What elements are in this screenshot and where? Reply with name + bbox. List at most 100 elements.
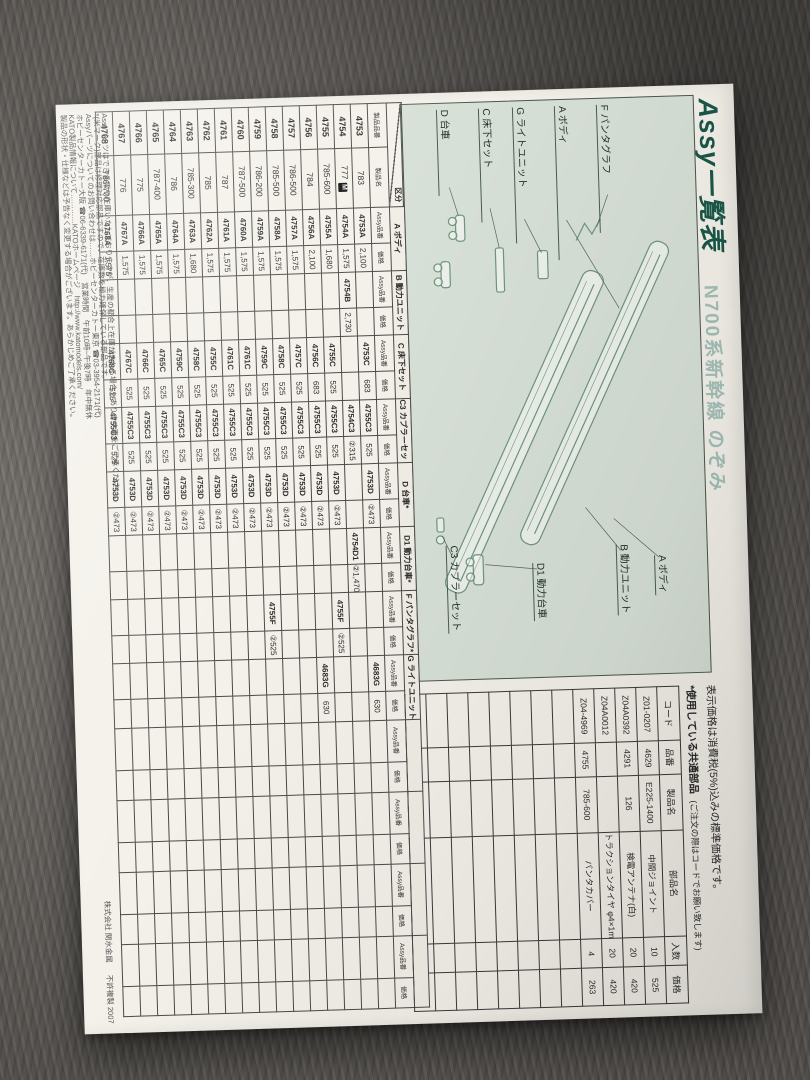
price-cell: 1,680 <box>320 244 339 274</box>
price-cell <box>120 913 139 945</box>
assy-number-cell <box>301 721 320 765</box>
assy-number-cell <box>133 799 153 842</box>
sub-column-header: 価格 <box>385 691 406 720</box>
assy-number-cell <box>299 657 318 695</box>
price-cell: 525 <box>139 442 158 472</box>
motor-truck-sketch <box>465 554 485 586</box>
assy-number-cell <box>182 725 201 769</box>
corner-header: 区分 <box>386 102 405 208</box>
sub-column-header: Assy品番 <box>370 207 391 244</box>
assy-number-cell <box>304 273 323 310</box>
assy-number-cell <box>229 596 248 633</box>
price-cell: ②473 <box>158 506 177 535</box>
coupler-sketch <box>435 517 446 545</box>
table-cell: 検電アンテナ(白) <box>619 831 644 939</box>
table-cell <box>595 742 618 777</box>
price-cell <box>296 565 315 595</box>
price-cell <box>156 984 175 1016</box>
assy-number-cell <box>253 274 272 312</box>
assy-number-cell: 4758C <box>187 341 206 378</box>
table-cell <box>554 776 578 834</box>
table-cell <box>434 972 457 1011</box>
assy-number-cell: 4753D <box>208 468 227 506</box>
sub-column-header: 価格 <box>387 761 408 792</box>
table-cell <box>455 972 478 1011</box>
assy-number-cell <box>119 871 138 915</box>
price-cell <box>234 766 253 797</box>
price-cell <box>324 907 343 939</box>
price-cell <box>249 695 268 725</box>
assy-number-cell <box>176 533 195 571</box>
price-cell <box>283 694 302 723</box>
assy-number-cell <box>214 660 233 698</box>
price-cell: 525 <box>156 442 175 471</box>
table-cell: 263 <box>581 968 604 1007</box>
assy-number-cell: 4753D <box>310 465 329 502</box>
assy-number-cell <box>306 865 325 909</box>
price-cell <box>200 767 219 798</box>
assy-number-cell: 4756A <box>302 209 321 246</box>
assy-number-cell <box>352 720 371 763</box>
assy-number-cell <box>151 278 170 315</box>
price-cell: 525 <box>292 437 311 467</box>
price-cell <box>196 633 215 662</box>
assy-number-cell: 4755F <box>263 594 282 632</box>
price-cell: 1,575 <box>167 249 186 279</box>
diagram-label: D 台車 <box>435 109 456 196</box>
price-cell <box>275 981 294 1012</box>
assy-number-cell <box>125 535 144 572</box>
table-cell: 4629 <box>637 740 660 775</box>
assy-number-cell: 4756C <box>306 337 325 374</box>
price-cell <box>213 632 232 662</box>
floor-set-sketch <box>494 247 506 293</box>
product-name-cell: 775 <box>130 154 150 216</box>
table-cell <box>490 745 513 780</box>
price-cell: 2,730 <box>339 308 358 337</box>
price-cell <box>305 309 324 338</box>
price-cell <box>154 912 173 944</box>
price-cell <box>313 565 332 594</box>
sub-column-header: 価格 <box>392 905 413 936</box>
assy-number-cell: 4683G <box>316 657 335 694</box>
assy-number-cell: 4683G <box>367 655 386 693</box>
paper-sheet: Assy一覧表N700系新幹線 のぞみ <box>55 83 763 1035</box>
assy-parts-table: 区分 A ボディ B 動力ユニット C 床下セット C3 カプラーセット* D 台車* D1… <box>95 102 430 1017</box>
assy-number-cell <box>134 278 153 316</box>
sub-column-header: 価格 <box>390 833 411 864</box>
assy-number-cell: 4755C3 <box>240 403 259 440</box>
assy-number-cell <box>246 595 265 633</box>
price-cell: ②315 <box>343 436 362 465</box>
table-cell <box>448 746 471 781</box>
assy-number-cell: 4753D <box>259 466 278 504</box>
price-cell: ②473 <box>311 501 330 530</box>
price-cell: 525 <box>188 377 207 406</box>
assy-number-cell <box>195 597 214 634</box>
price-cell <box>194 569 213 598</box>
sub-column-header: Assy品番 <box>391 863 412 906</box>
price-cell <box>186 839 205 871</box>
assy-number-cell <box>167 798 187 841</box>
assy-number-cell: 4755F <box>331 592 350 630</box>
part-group-header: A ボディ <box>389 206 407 272</box>
assy-number-cell <box>233 724 252 767</box>
assy-number-cell <box>355 271 374 309</box>
part-group-header <box>405 718 423 792</box>
price-cell <box>173 984 192 1016</box>
assy-number-cell <box>282 658 301 695</box>
diagram-label: C3 カプラーセット <box>445 545 466 634</box>
assy-number-cell: 4754D1 <box>346 528 365 565</box>
sub-column-header: Assy品番 <box>386 719 407 762</box>
price-cell: ②473 <box>141 506 160 536</box>
price-cell <box>334 692 353 722</box>
assy-number-cell <box>221 868 240 912</box>
table-cell <box>496 941 519 972</box>
assy-number-cell <box>265 658 284 696</box>
table-cell: 10 <box>643 936 666 967</box>
table-cell <box>469 746 492 781</box>
assy-number-cell: 4763A <box>183 212 202 250</box>
price-cell <box>281 630 300 659</box>
sub-column-header: 価格 <box>375 371 396 400</box>
price-cell <box>319 763 338 794</box>
price-cell <box>375 905 394 937</box>
price-cell <box>360 978 379 1010</box>
